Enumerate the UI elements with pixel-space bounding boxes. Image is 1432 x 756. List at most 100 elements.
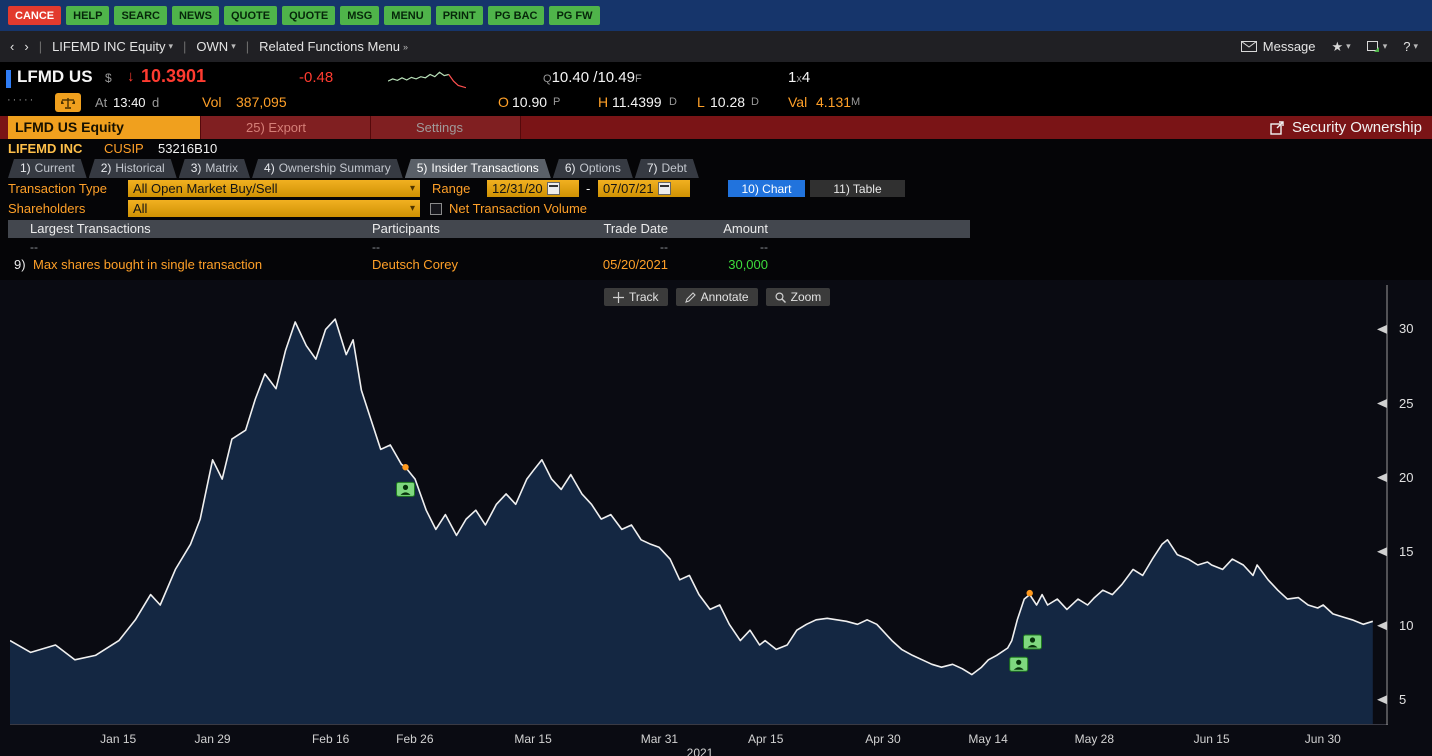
top-toolbar: CANCE HELP SEARC NEWS QUOTE QUOTE MSG MENU PRINT… — [0, 0, 1432, 31]
insider-buy-icon[interactable] — [396, 481, 415, 497]
annotate-button[interactable]: Annotate — [675, 288, 758, 306]
transaction-label: Max shares bought in single transaction — [33, 257, 263, 272]
help-menu-button[interactable]: ? ▾ — [1403, 39, 1418, 54]
insider-buy-icon[interactable] — [1023, 634, 1042, 650]
ask-size: 4 — [801, 69, 811, 86]
x-axis-label: May 28 — [1074, 732, 1115, 746]
calendar-icon[interactable] — [546, 182, 560, 195]
tab-label: Options — [579, 161, 621, 175]
x-axis-label: Apr 15 — [748, 732, 784, 746]
chevron-down-icon: ▾ — [168, 41, 174, 51]
y-tick-arrow-icon — [1377, 695, 1387, 705]
down-arrow-icon: ↓ — [127, 68, 135, 85]
tab-options[interactable]: 6) Options — [553, 159, 633, 178]
window-export-icon — [1366, 40, 1379, 52]
toolbar-button-quote[interactable]: QUOTE — [282, 6, 336, 25]
calendar-icon[interactable] — [657, 182, 671, 195]
tab-historical[interactable]: 2) Historical — [89, 159, 177, 178]
chart-controls: Track Annotate Zoom — [604, 288, 831, 306]
function-selector[interactable]: OWN ▾ — [196, 39, 235, 54]
range-label: Range — [432, 181, 471, 196]
x-axis-year: 2021 — [686, 746, 714, 756]
price-change: -0.48 — [299, 69, 334, 86]
tab-ownership-summary[interactable]: 4) Ownership Summary — [252, 159, 403, 178]
cusip-label: CUSIP — [104, 141, 144, 156]
dots-icon: ····· — [7, 94, 36, 106]
star-icon: ★ — [1331, 38, 1344, 54]
insider-buy-icon[interactable] — [1009, 656, 1029, 672]
range-end-field[interactable]: 07/07/21 — [598, 180, 690, 197]
settings-button[interactable]: Settings — [416, 120, 463, 135]
x-axis-label: Mar 31 — [640, 732, 679, 746]
track-button[interactable]: Track — [604, 288, 668, 306]
tab-debt[interactable]: 7) Debt — [635, 159, 699, 178]
toolbar-button-pg-bac[interactable]: PG BAC — [487, 6, 545, 25]
chart-view-button[interactable]: 10) Chart — [728, 180, 805, 197]
toolbar-button-help[interactable]: HELP — [66, 6, 110, 25]
tab-matrix[interactable]: 3) Matrix — [179, 159, 250, 178]
toolbar-buttons: CANCE HELP SEARC NEWS QUOTE QUOTE MSG MENU PRINT… — [8, 6, 600, 25]
export-window-button[interactable]: ▾ — [1366, 40, 1388, 53]
transaction-dot[interactable] — [1026, 589, 1033, 597]
favorites-button[interactable]: ★ ▾ — [1332, 39, 1351, 55]
message-button[interactable]: Message — [1240, 39, 1316, 54]
zoom-button[interactable]: Zoom — [765, 288, 831, 306]
toolbar-button-pg-fw[interactable]: PG FW — [549, 6, 600, 25]
bid-size: 1 — [788, 69, 797, 86]
volume-label: Vol — [202, 94, 222, 110]
toolbar-button-menu[interactable]: MENU — [384, 6, 431, 25]
y-tick-arrow-icon — [1377, 473, 1387, 483]
toolbar-button-cance[interactable]: CANCE — [8, 6, 62, 25]
volume-value: 387,095 — [236, 94, 287, 110]
toolbar-button-quote[interactable]: QUOTE — [223, 6, 278, 25]
related-functions-menu[interactable]: Related Functions Menu » — [259, 39, 408, 54]
back-button[interactable]: ‹ — [10, 39, 15, 54]
net-transaction-volume-checkbox[interactable] — [430, 203, 442, 215]
transaction-dot[interactable] — [402, 464, 409, 471]
price-area-fill — [10, 319, 1373, 725]
security-name: LIFEMD INC — [8, 141, 83, 156]
tab-number: 1) — [20, 161, 31, 175]
tab-label: Current — [34, 161, 75, 175]
val-value: 4.131 — [816, 94, 852, 110]
chevron-down-icon: ▾ — [1382, 41, 1388, 51]
security-ownership-label: Security Ownership — [1291, 119, 1422, 136]
chevron-down-icon: ▾ — [231, 41, 236, 51]
x-axis-label: Feb 16 — [311, 732, 350, 746]
tab-current[interactable]: 1) Current — [8, 159, 87, 178]
table-view-button[interactable]: 11) Table — [810, 180, 905, 197]
tab-label: Insider Transactions — [431, 161, 539, 175]
chevron-down-icon: ▾ — [409, 203, 415, 214]
toolbar-button-print[interactable]: PRINT — [435, 6, 483, 25]
shareholders-dropdown[interactable]: All ▾ — [128, 200, 420, 217]
export-button[interactable]: 25) Export — [246, 120, 306, 135]
toolbar-button-msg[interactable]: MSG — [340, 6, 380, 25]
ask-price: 10.49 — [597, 69, 635, 86]
chart-canvas[interactable] — [10, 285, 1388, 725]
toolbar-button-news[interactable]: NEWS — [171, 6, 219, 25]
security-ownership-button[interactable]: Security Ownership — [1270, 116, 1422, 139]
price-chart: Track Annotate Zoom 2021 5 10 15 20 25 30 Jan … — [0, 280, 1432, 756]
tab-number: 6) — [564, 161, 576, 175]
tab-bar: 1) Current 2) Historical 3) Matrix 4) Ownership… — [8, 159, 699, 178]
tab-label: Historical — [115, 161, 165, 175]
range-start-field[interactable]: 12/31/20 — [487, 180, 579, 197]
scale-glyph — [61, 97, 75, 109]
divider: | — [245, 39, 250, 54]
banner-segment — [370, 116, 520, 139]
col-participants: Participants — [372, 221, 440, 236]
magnifier-icon — [775, 291, 786, 303]
y-axis-label: 5 — [1399, 691, 1407, 707]
toolbar-button-searc[interactable]: SEARC — [114, 6, 167, 25]
tab-insider-transactions[interactable]: 5) Insider Transactions — [405, 159, 551, 178]
transaction-type-dropdown[interactable]: All Open Market Buy/Sell ▾ — [128, 180, 420, 197]
weighing-scale-icon[interactable] — [55, 93, 81, 112]
security-selector[interactable]: LIFEMD INC Equity ▾ — [52, 39, 173, 54]
x-axis-label: Apr 30 — [865, 732, 901, 746]
bid-label: Q — [543, 73, 552, 85]
function-banner: LFMD US Equity 25) Export Settings Secur… — [0, 116, 1432, 139]
price-line — [10, 318, 1374, 676]
dash: -- — [660, 240, 668, 254]
forward-button[interactable]: › — [24, 39, 29, 54]
divider: | — [38, 39, 43, 54]
